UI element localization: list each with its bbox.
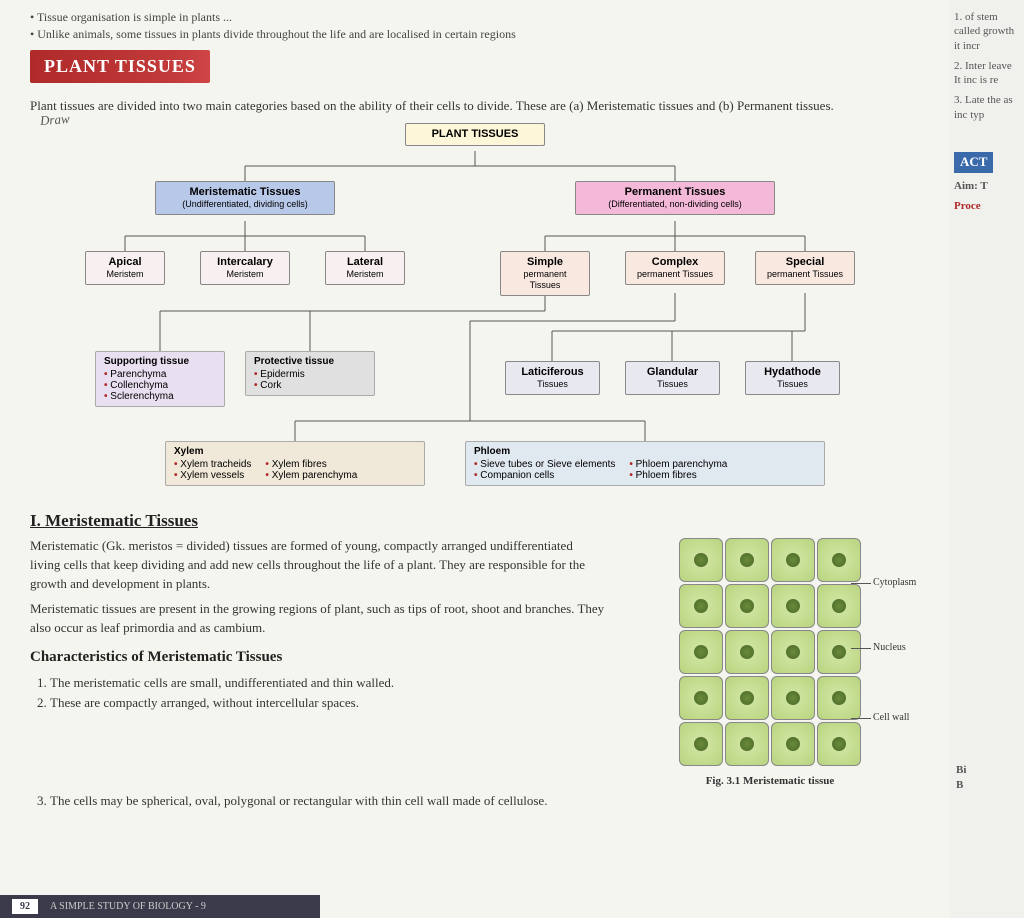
chart-simple-node-2: HydathodeTissues [745,361,840,395]
section-1-para-2: Meristematic tissues are present in the … [30,600,606,638]
chart-branch-permanent: Permanent Tissues (Differentiated, non-d… [575,181,775,215]
chart-root: PLANT TISSUES [405,123,545,146]
page-footer: 92 A SIMPLE STUDY OF BIOLOGY - 9 [0,895,320,918]
chart-branch-meristematic: Meristematic Tissues (Undifferentiated, … [155,181,335,215]
section-1-para-1: Meristematic (Gk. meristos = divided) ti… [30,537,606,594]
intro-line-2: • Unlike animals, some tissues in plants… [30,27,920,42]
classification-chart: PLANT TISSUES Meristematic Tissues (Undi… [35,121,915,501]
chart-detail-box-1: Protective tissueEpidermisCork [245,351,375,396]
characteristics-list-cont: The cells may be spherical, oval, polygo… [50,791,920,811]
chart-detail-box-3: PhloemSieve tubes or Sieve elementsCompa… [465,441,825,486]
side-act-box: ACT [954,152,993,173]
char-item-3: The cells may be spherical, oval, polygo… [50,791,920,811]
label-cellwall: Cell wall [873,712,909,723]
chart-leaf-intercalary: Intercalary Meristem [200,251,290,285]
section-banner: PLANT TISSUES [30,50,210,83]
characteristics-list: The meristematic cells are small, undiff… [50,673,606,712]
side-frag-1: 1. of stem called growth it incr [954,10,1020,53]
lead-text: Plant tissues are divided into two main … [30,97,920,115]
chart-detail-box-2: XylemXylem tracheidsXylem vesselsXylem f… [165,441,425,486]
section-1-body: Meristematic (Gk. meristos = divided) ti… [30,537,920,787]
side-aim: Aim: T [954,179,1020,193]
page-number: 92 [12,899,38,914]
section-1-heading: I. Meristematic Tissues [30,511,920,531]
footer-text: A SIMPLE STUDY OF BIOLOGY - 9 [50,901,206,912]
intro-line-1: • Tissue organisation is simple in plant… [30,10,920,25]
chart-leaf-complex: Complex permanent Tissues [625,251,725,285]
next-page-strip: 1. of stem called growth it incr 2. Inte… [950,0,1024,918]
figure-caption: Fig. 3.1 Meristematic tissue [620,775,920,787]
char-item-2: These are compactly arranged, without in… [50,693,606,713]
chart-leaf-simple: Simple permanent Tissues [500,251,590,296]
side-proc: Proce [954,199,1020,213]
side-frag-2: 2. Inter leave It inc is re [954,59,1020,88]
figure-col: Cytoplasm Nucleus Cell wall Fig. 3.1 Mer… [620,537,920,787]
chart-leaf-special: Special permanent Tissues [755,251,855,285]
label-cytoplasm: Cytoplasm [873,577,916,588]
chart-simple-node-0: LaticiferousTissues [505,361,600,395]
chart-leaf-lateral: Lateral Meristem [325,251,405,285]
chart-simple-node-1: GlandularTissues [625,361,720,395]
cell-grid-figure: Cytoplasm Nucleus Cell wall [678,537,862,767]
char-item-1: The meristematic cells are small, undiff… [50,673,606,693]
textbook-page: • Tissue organisation is simple in plant… [0,0,950,918]
chart-detail-box-0: Supporting tissueParenchymaCollenchymaSc… [95,351,225,407]
characteristics-heading: Characteristics of Meristematic Tissues [30,647,606,669]
label-nucleus: Nucleus [873,642,906,653]
side-frag-3: 3. Late the as inc typ [954,93,1020,122]
chart-leaf-apical: Apical Meristem [85,251,165,285]
